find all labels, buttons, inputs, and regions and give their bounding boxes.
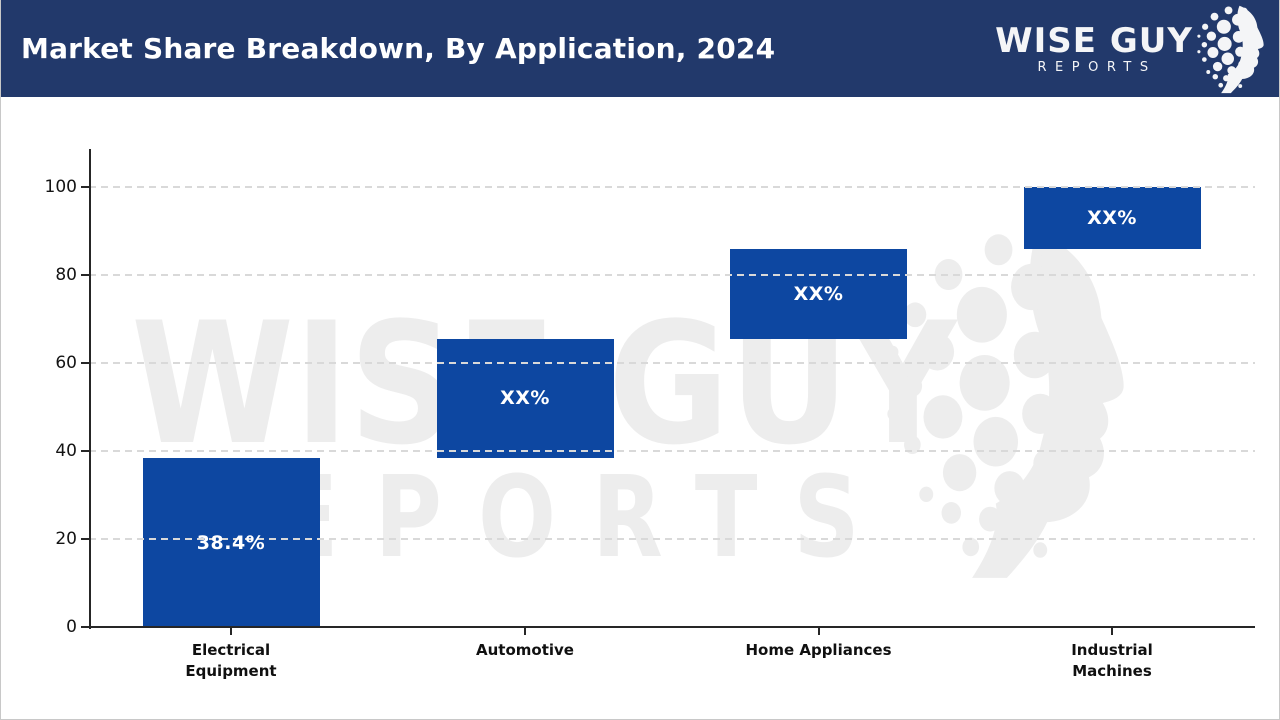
x-tick-mark-home-appliances <box>817 628 820 635</box>
brand-wordmark-line2: REPORTS <box>1037 59 1157 75</box>
x-category-label-electrical-equipment: Electrical Equipment <box>185 641 277 680</box>
x-tick-mark-electrical-equipment <box>230 628 232 635</box>
y-axis-line <box>89 149 91 629</box>
brand-logo: WISE GUY REPORTS <box>995 4 1273 94</box>
y-tick-label-80: 80 <box>55 265 77 285</box>
y-tick-label-20: 20 <box>55 529 77 549</box>
bar-automotive <box>436 338 614 459</box>
x-category-label-home-appliances: Home Appliances <box>745 641 892 659</box>
y-tick-mark-40 <box>81 450 89 452</box>
bar-home-appliances <box>730 248 907 339</box>
y-tick-label-60: 60 <box>55 353 77 373</box>
bar-electrical-equipment <box>142 458 320 627</box>
bar-industrial-machines <box>1023 187 1201 249</box>
x-tick-mark-automotive <box>524 628 526 635</box>
x-tick-mark-industrial-machines <box>1111 628 1113 635</box>
y-tick-mark-80 <box>81 274 89 276</box>
y-tick-mark-0 <box>81 626 89 628</box>
y-tick-mark-100 <box>81 186 89 188</box>
gridline-20 <box>89 538 1255 540</box>
y-tick-label-100: 100 <box>44 177 77 197</box>
gridline-40 <box>89 450 1255 452</box>
y-tick-label-0: 0 <box>66 617 77 637</box>
x-axis-line <box>89 626 1255 628</box>
plot-area: 0 20 40 60 80 100 38.4% Electrical Equipment XX%… <box>1 97 1279 719</box>
y-tick-mark-20 <box>81 538 89 540</box>
gridline-80 <box>89 274 1255 276</box>
brand-wordmark-line1: WISE GUY <box>995 20 1193 61</box>
gridline-60 <box>89 362 1255 364</box>
wiseguy-head-logo-icon <box>1197 5 1264 93</box>
x-category-label-automotive: Automotive <box>476 641 574 659</box>
bar-value-label-industrial-machines: XX% <box>1087 206 1137 229</box>
bar-value-label-automotive: XX% <box>500 387 550 410</box>
brand-wordmark: WISE GUY REPORTS <box>995 24 1193 74</box>
bar-value-label-electrical-equipment: 38.4% <box>196 531 266 554</box>
header-bar: Market Share Breakdown, By Application, … <box>1 0 1279 97</box>
bar-value-label-home-appliances: XX% <box>793 282 844 305</box>
x-category-label-industrial-machines: Industrial Machines <box>1071 641 1153 680</box>
chart-canvas: WISE GUY REPORTS 0 20 40 60 80 100 38.4% Electr… <box>1 97 1279 719</box>
y-tick-label-40: 40 <box>55 441 77 461</box>
gridline-100 <box>89 186 1255 188</box>
y-tick-mark-60 <box>81 362 89 364</box>
page-title: Market Share Breakdown, By Application, … <box>21 32 776 65</box>
